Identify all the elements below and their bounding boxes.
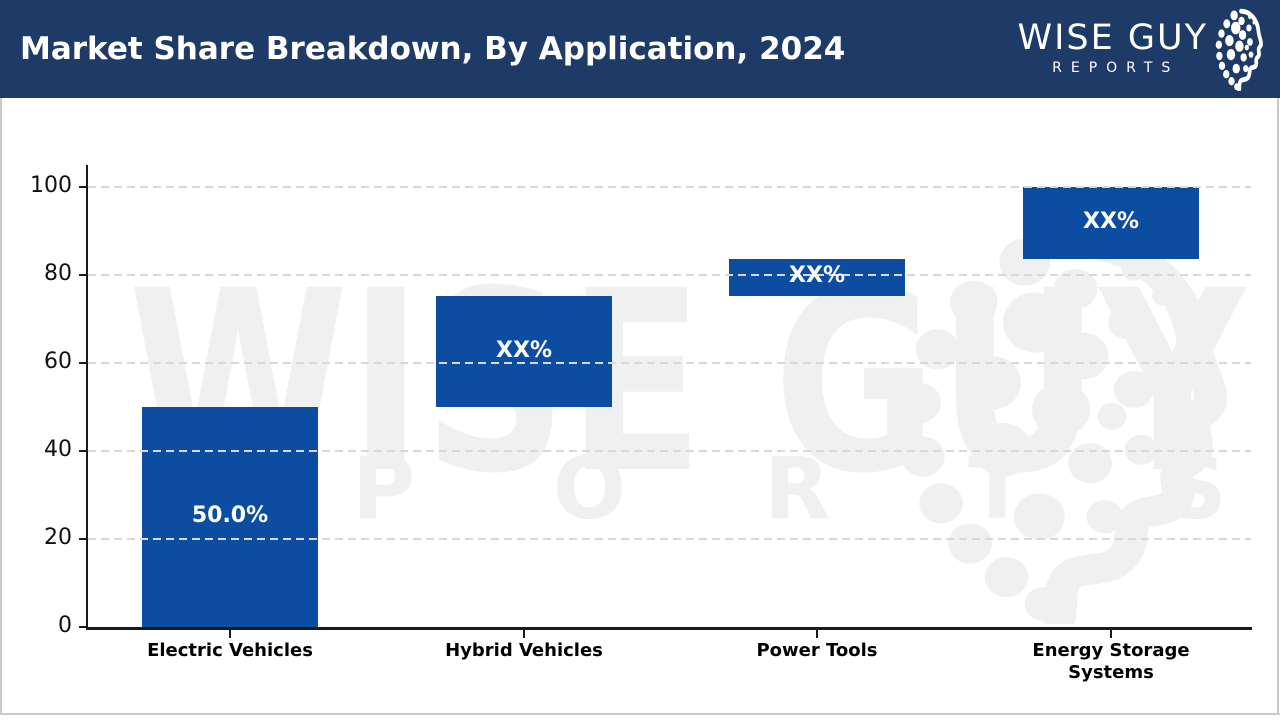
y-tick-label: 80 bbox=[44, 261, 72, 286]
y-tick-mark bbox=[79, 538, 87, 540]
y-tick-mark bbox=[79, 186, 87, 188]
y-tick-label: 60 bbox=[44, 349, 72, 374]
y-tick-mark bbox=[79, 626, 87, 628]
y-axis-spine bbox=[86, 165, 88, 629]
bar-value-label: XX% bbox=[496, 337, 552, 363]
x-axis-spine bbox=[86, 627, 1252, 630]
gridline bbox=[88, 538, 1251, 540]
logo-subtitle: REPORTS bbox=[1052, 59, 1180, 76]
bar-value-label: 50.0% bbox=[191, 503, 269, 528]
y-tick-mark bbox=[79, 450, 87, 452]
bar-segment bbox=[436, 296, 612, 407]
x-tick-mark bbox=[523, 629, 525, 638]
logo-wordmark: WISE GUY bbox=[1017, 18, 1208, 58]
right-border bbox=[1277, 98, 1279, 714]
x-category-label: Energy Storage Systems bbox=[1032, 640, 1190, 683]
bar-segment bbox=[1023, 187, 1199, 259]
x-tick-mark bbox=[229, 629, 231, 638]
x-tick-mark bbox=[816, 629, 818, 638]
y-tick-mark bbox=[79, 362, 87, 364]
x-tick-mark bbox=[1110, 629, 1112, 638]
y-tick-label: 40 bbox=[44, 437, 72, 462]
bottom-border bbox=[0, 713, 1280, 715]
y-tick-mark bbox=[79, 274, 87, 276]
watermark-face-icon bbox=[897, 227, 1227, 624]
y-tick-label: 0 bbox=[58, 613, 72, 638]
bar-value-label: XX% bbox=[789, 263, 845, 289]
left-border bbox=[0, 98, 2, 714]
gridline bbox=[88, 362, 1251, 364]
y-tick-label: 20 bbox=[44, 525, 72, 550]
bar-segment bbox=[729, 258, 905, 297]
gridline bbox=[88, 274, 1251, 276]
gridline bbox=[88, 186, 1251, 188]
bar-segment bbox=[142, 407, 318, 627]
logo-face-icon bbox=[1215, 8, 1263, 91]
x-category-label: Electric Vehicles bbox=[147, 640, 313, 661]
gridline bbox=[88, 450, 1251, 452]
header-bar: Market Share Breakdown, By Application, … bbox=[0, 0, 1280, 98]
x-category-label: Hybrid Vehicles bbox=[445, 640, 603, 661]
bar-value-label: XX% bbox=[1083, 208, 1139, 234]
y-tick-label: 100 bbox=[30, 173, 72, 198]
brand-logo: WISE GUY REPORTS bbox=[1017, 20, 1208, 76]
x-category-label: Power Tools bbox=[756, 640, 878, 661]
page-title: Market Share Breakdown, By Application, … bbox=[20, 31, 846, 67]
